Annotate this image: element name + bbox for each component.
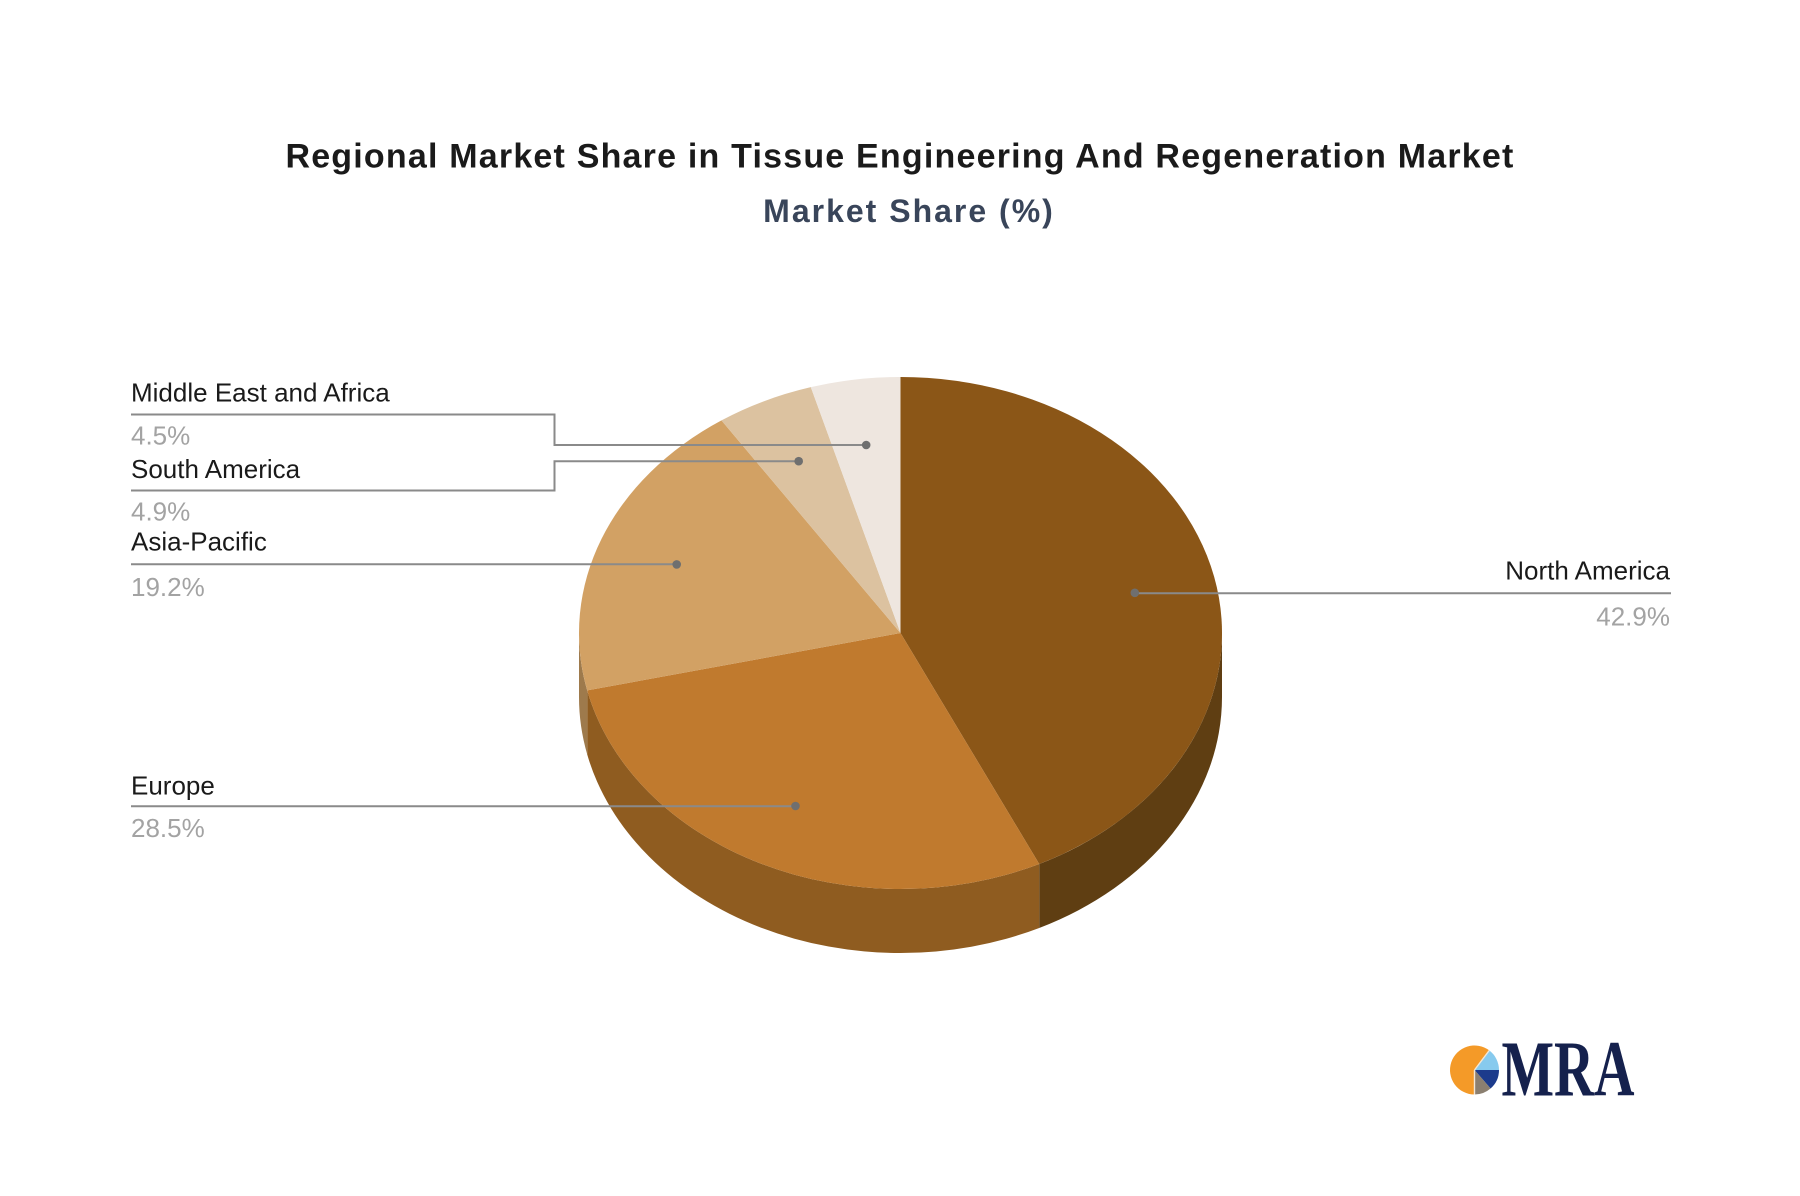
- svg-text:28.5%: 28.5%: [131, 813, 205, 843]
- svg-text:Asia-Pacific: Asia-Pacific: [131, 527, 267, 557]
- svg-text:MRA: MRA: [1502, 1027, 1635, 1114]
- svg-text:South America: South America: [131, 454, 301, 484]
- svg-text:Market Share (%): Market Share (%): [763, 193, 1055, 229]
- svg-text:42.9%: 42.9%: [1596, 602, 1670, 632]
- svg-text:4.9%: 4.9%: [131, 497, 190, 527]
- svg-text:North America: North America: [1505, 555, 1670, 585]
- svg-text:Regional Market Share in Tissu: Regional Market Share in Tissue Engineer…: [285, 138, 1514, 176]
- svg-text:19.2%: 19.2%: [131, 572, 205, 602]
- svg-text:4.5%: 4.5%: [131, 421, 190, 451]
- svg-text:Europe: Europe: [131, 771, 215, 801]
- svg-text:Middle East and Africa: Middle East and Africa: [131, 378, 390, 408]
